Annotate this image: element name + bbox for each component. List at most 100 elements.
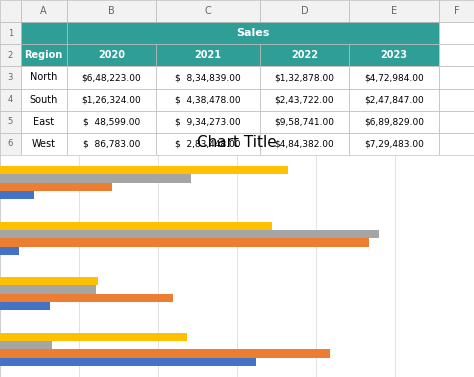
Text: $2,47,847.00: $2,47,847.00 bbox=[364, 95, 424, 104]
Bar bbox=[0, 302, 50, 310]
Bar bbox=[67, 66, 156, 89]
Bar bbox=[260, 133, 349, 155]
Title: Chart Title: Chart Title bbox=[197, 135, 277, 150]
Bar bbox=[21, 89, 67, 111]
Text: $6,89,829.00: $6,89,829.00 bbox=[364, 117, 424, 126]
Bar bbox=[0, 133, 21, 155]
Text: 6: 6 bbox=[8, 139, 13, 149]
Bar bbox=[0, 238, 369, 247]
Bar bbox=[439, 22, 474, 44]
Bar bbox=[156, 133, 260, 155]
Bar bbox=[156, 111, 260, 133]
Bar bbox=[156, 44, 260, 66]
Bar bbox=[21, 133, 67, 155]
Bar bbox=[349, 133, 439, 155]
Text: East: East bbox=[33, 117, 54, 127]
Text: $2,43,722.00: $2,43,722.00 bbox=[274, 95, 334, 104]
Bar bbox=[0, 230, 379, 238]
Bar bbox=[260, 44, 349, 66]
Bar bbox=[67, 0, 156, 22]
Text: $  8,34,839.00: $ 8,34,839.00 bbox=[175, 73, 241, 82]
Bar bbox=[0, 183, 112, 191]
Bar bbox=[0, 191, 34, 199]
Bar bbox=[21, 111, 67, 133]
Bar bbox=[349, 111, 439, 133]
Text: South: South bbox=[29, 95, 58, 105]
Bar bbox=[439, 111, 474, 133]
Text: A: A bbox=[40, 6, 47, 16]
Bar bbox=[21, 44, 67, 66]
Bar bbox=[0, 357, 256, 366]
Bar bbox=[0, 247, 19, 255]
Bar bbox=[67, 89, 156, 111]
Text: $  4,38,478.00: $ 4,38,478.00 bbox=[175, 95, 241, 104]
Text: $6,48,223.00: $6,48,223.00 bbox=[82, 73, 141, 82]
Bar bbox=[21, 0, 67, 22]
Text: $4,72,984.00: $4,72,984.00 bbox=[364, 73, 424, 82]
Bar bbox=[439, 89, 474, 111]
Bar bbox=[439, 0, 474, 22]
Text: E: E bbox=[391, 6, 397, 16]
Text: 4: 4 bbox=[8, 95, 13, 104]
Text: $  86,783.00: $ 86,783.00 bbox=[83, 139, 140, 149]
Bar bbox=[0, 22, 21, 44]
Text: $  9,34,273.00: $ 9,34,273.00 bbox=[175, 117, 241, 126]
Bar bbox=[260, 89, 349, 111]
Text: Sales: Sales bbox=[236, 28, 269, 38]
Bar bbox=[439, 133, 474, 155]
Bar bbox=[0, 341, 53, 349]
Bar bbox=[156, 0, 260, 22]
Text: $1,32,878.00: $1,32,878.00 bbox=[274, 73, 334, 82]
Bar bbox=[439, 44, 474, 66]
Bar bbox=[156, 89, 260, 111]
Bar bbox=[260, 111, 349, 133]
Text: 3: 3 bbox=[8, 73, 13, 82]
Bar bbox=[67, 111, 156, 133]
Bar bbox=[0, 277, 98, 285]
Text: Region: Region bbox=[25, 51, 63, 60]
Bar bbox=[156, 66, 260, 89]
Bar bbox=[349, 89, 439, 111]
Bar bbox=[67, 44, 156, 66]
Bar bbox=[349, 44, 439, 66]
Bar bbox=[67, 22, 439, 44]
Bar bbox=[349, 66, 439, 89]
Text: $1,26,324.00: $1,26,324.00 bbox=[82, 95, 141, 104]
Bar bbox=[0, 285, 96, 294]
Text: 2020: 2020 bbox=[98, 51, 125, 60]
Text: 5: 5 bbox=[8, 117, 13, 126]
Text: 2023: 2023 bbox=[381, 51, 408, 60]
Bar bbox=[21, 66, 67, 89]
Bar bbox=[0, 66, 21, 89]
Text: 2: 2 bbox=[8, 51, 13, 60]
Text: $9,58,741.00: $9,58,741.00 bbox=[274, 117, 334, 126]
Text: $7,29,483.00: $7,29,483.00 bbox=[364, 139, 424, 149]
Text: North: North bbox=[30, 72, 57, 83]
Bar bbox=[260, 66, 349, 89]
Bar bbox=[0, 166, 288, 175]
Bar bbox=[21, 22, 67, 44]
Text: 2022: 2022 bbox=[291, 51, 318, 60]
Bar bbox=[439, 66, 474, 89]
Bar bbox=[0, 222, 273, 230]
Bar bbox=[260, 0, 349, 22]
Bar bbox=[0, 333, 187, 341]
Text: C: C bbox=[205, 6, 211, 16]
Text: $  48,599.00: $ 48,599.00 bbox=[83, 117, 140, 126]
Text: 1: 1 bbox=[8, 29, 13, 38]
Text: $4,84,382.00: $4,84,382.00 bbox=[274, 139, 334, 149]
Bar bbox=[0, 89, 21, 111]
Bar bbox=[0, 349, 330, 357]
Bar bbox=[349, 0, 439, 22]
Text: 2021: 2021 bbox=[194, 51, 221, 60]
Bar bbox=[0, 0, 21, 22]
Text: B: B bbox=[108, 6, 115, 16]
Text: F: F bbox=[454, 6, 459, 16]
Bar bbox=[0, 111, 21, 133]
Bar bbox=[0, 44, 21, 66]
Text: $  2,83,448.00: $ 2,83,448.00 bbox=[175, 139, 241, 149]
Bar bbox=[0, 175, 191, 183]
Text: D: D bbox=[301, 6, 308, 16]
Bar bbox=[0, 294, 173, 302]
Bar bbox=[67, 133, 156, 155]
